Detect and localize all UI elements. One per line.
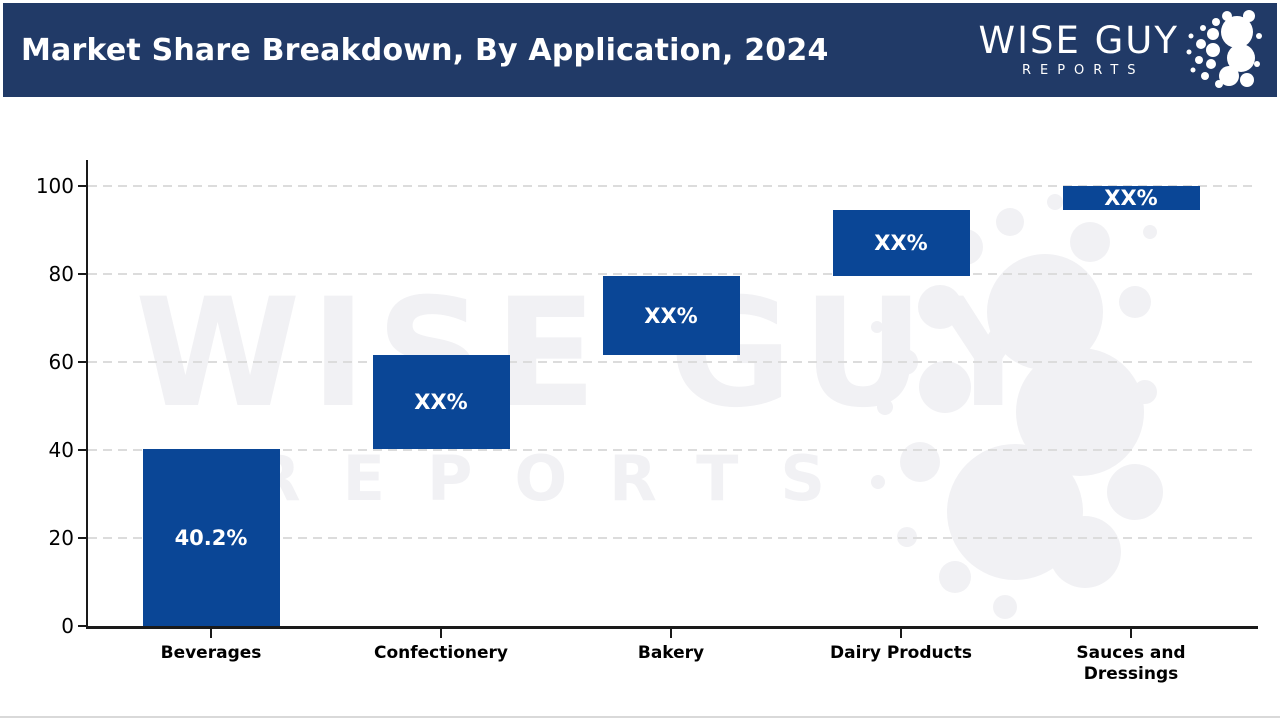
- bar-value-label: XX%: [414, 390, 468, 415]
- y-tick-label: 40: [48, 438, 74, 462]
- y-tick-label: 20: [48, 526, 74, 550]
- bar-segment: XX%: [1062, 186, 1200, 211]
- brand-head-icon: [1186, 10, 1262, 88]
- y-axis-line: [86, 160, 88, 629]
- grid-line-100: [88, 185, 1258, 187]
- x-tick-mark: [440, 629, 442, 638]
- bar-value-label: XX%: [1104, 186, 1158, 211]
- x-tick-mark: [670, 629, 672, 638]
- x-category-label: Beverages: [160, 643, 262, 663]
- y-tick-mark: [78, 537, 87, 539]
- bar-value-label: 40.2%: [174, 525, 248, 550]
- bar-segment: XX%: [602, 276, 740, 356]
- x-category-label: Dairy Products: [830, 643, 972, 663]
- brand-logo: WISE GUY REPORTS: [979, 6, 1263, 94]
- grid-line-40: [88, 449, 1258, 451]
- y-tick-label: 100: [35, 174, 74, 198]
- brand-name: WISE GUY: [978, 19, 1179, 62]
- bar-segment: 40.2%: [142, 449, 280, 626]
- x-category-label: Bakery: [637, 643, 705, 663]
- bar-segment: XX%: [372, 355, 510, 450]
- y-tick-label: 60: [48, 350, 74, 374]
- bottom-divider: [0, 716, 1280, 718]
- chart-area: WISE GUY REPORTS 0 20 40 60 80 100 40.2% Bevera…: [0, 97, 1280, 720]
- waterfall-plot: 0 20 40 60 80 100 40.2% Beverages XX% Confectione…: [0, 97, 1280, 720]
- grid-line-60: [88, 361, 1258, 363]
- bar-value-label: XX%: [644, 303, 698, 328]
- page-title: Market Share Breakdown, By Application, …: [21, 32, 829, 68]
- bar-segment: XX%: [832, 210, 970, 277]
- y-tick-mark: [78, 273, 87, 275]
- y-tick-label: 80: [48, 262, 74, 286]
- brand-subname: REPORTS: [1021, 63, 1145, 78]
- y-tick-mark: [78, 625, 87, 627]
- y-tick-mark: [78, 449, 87, 451]
- grid-line-20: [88, 537, 1258, 539]
- y-tick-mark: [78, 185, 87, 187]
- grid-line-80: [88, 273, 1258, 275]
- x-tick-mark: [900, 629, 902, 638]
- x-tick-mark: [210, 629, 212, 638]
- header-bar: Market Share Breakdown, By Application, …: [3, 3, 1277, 97]
- brand-logo-text: WISE GUY REPORTS: [979, 22, 1179, 78]
- bar-value-label: XX%: [874, 231, 928, 256]
- y-tick-label: 0: [61, 614, 74, 638]
- x-axis-line: [86, 626, 1258, 629]
- y-tick-mark: [78, 361, 87, 363]
- x-category-label: Sauces and Dressings: [1076, 643, 1186, 685]
- x-category-label: Confectionery: [374, 643, 508, 663]
- x-tick-mark: [1130, 629, 1132, 638]
